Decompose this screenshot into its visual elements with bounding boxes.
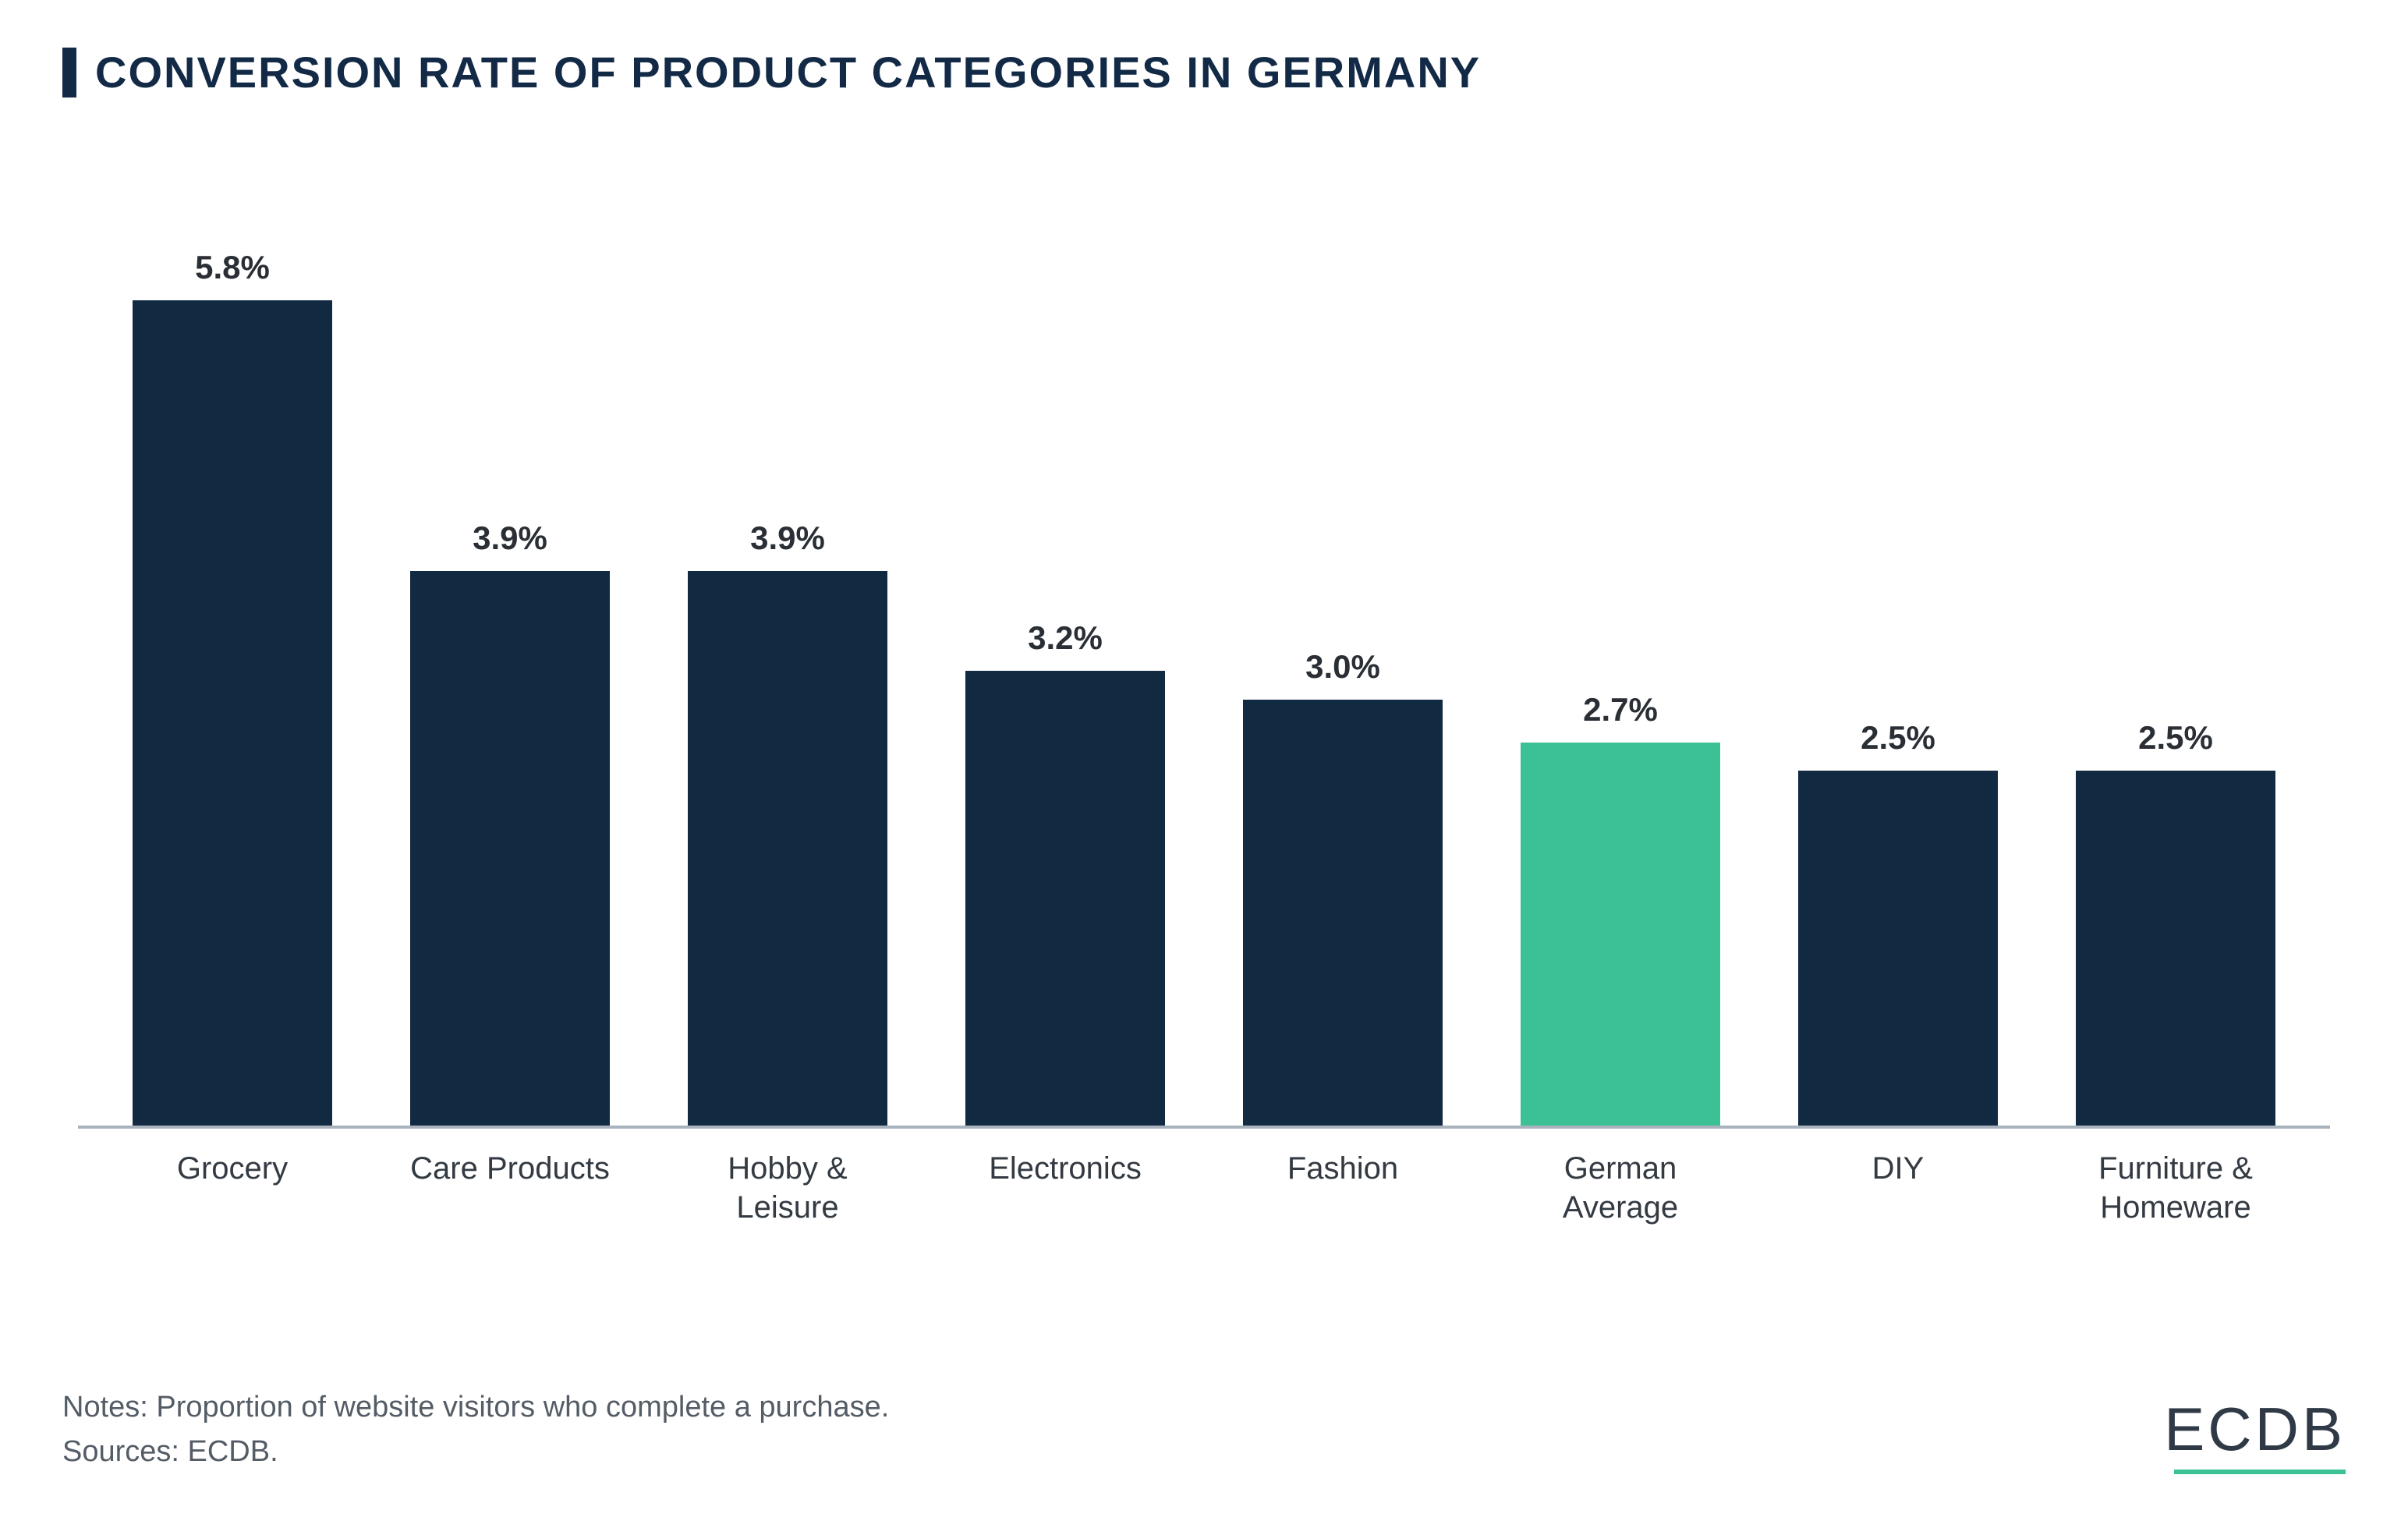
bar-value-label: 3.9% <box>473 519 547 557</box>
x-labels-row: Grocery Care Products Hobby &Leisure Ele… <box>78 1149 2330 1227</box>
x-label: Fashion <box>1204 1149 1482 1227</box>
footer-sources-line: Sources: ECDB. <box>62 1430 889 1474</box>
footer-notes-line: Notes: Proportion of website visitors wh… <box>62 1385 889 1430</box>
bar-rect <box>1798 771 1998 1127</box>
bar-value-label: 3.9% <box>750 519 825 557</box>
bar-slot: 2.7% <box>1482 191 1759 1127</box>
bar-value-label: 2.7% <box>1583 691 1658 729</box>
bar-value-label: 5.8% <box>195 249 270 286</box>
bar-rect <box>965 671 1165 1127</box>
chart-area: 5.8% 3.9% 3.9% 3.2% 3.0% 2.7% <box>78 191 2330 1127</box>
bar-value-label: 3.0% <box>1305 648 1380 686</box>
bar-slot: 2.5% <box>1759 191 2037 1127</box>
bar-rect <box>2076 771 2275 1127</box>
x-label: GermanAverage <box>1482 1149 1759 1227</box>
bar-slot: 3.9% <box>371 191 649 1127</box>
bar-value-label: 3.2% <box>1028 619 1103 657</box>
footer: Notes: Proportion of website visitors wh… <box>62 1385 2346 1474</box>
bar-rect <box>1243 700 1443 1127</box>
brand-underline <box>2174 1470 2346 1474</box>
chart-container: CONVERSION RATE OF PRODUCT CATEGORIES IN… <box>62 47 2346 1474</box>
bar-rect <box>410 571 610 1127</box>
bar-rect <box>1521 743 1720 1127</box>
bar-rect <box>688 571 887 1127</box>
bar-slot: 3.9% <box>649 191 926 1127</box>
footer-notes: Notes: Proportion of website visitors wh… <box>62 1385 889 1474</box>
bar-slot: 3.2% <box>926 191 1204 1127</box>
chart-title: CONVERSION RATE OF PRODUCT CATEGORIES IN… <box>95 47 1481 98</box>
bar-slot: 3.0% <box>1204 191 1482 1127</box>
x-label: Care Products <box>371 1149 649 1227</box>
x-label: Furniture &Homeware <box>2037 1149 2314 1227</box>
brand-logo: ECDB <box>2164 1394 2346 1474</box>
x-label: Hobby &Leisure <box>649 1149 926 1227</box>
brand-text: ECDB <box>2164 1394 2346 1465</box>
chart-baseline <box>78 1126 2330 1129</box>
title-marker <box>62 48 76 98</box>
bar-slot: 2.5% <box>2037 191 2314 1127</box>
x-label: DIY <box>1759 1149 2037 1227</box>
bar-value-label: 2.5% <box>2138 719 2213 757</box>
x-label: Electronics <box>926 1149 1204 1227</box>
bars-row: 5.8% 3.9% 3.9% 3.2% 3.0% 2.7% <box>78 191 2330 1127</box>
title-row: CONVERSION RATE OF PRODUCT CATEGORIES IN… <box>62 47 2346 98</box>
bar-value-label: 2.5% <box>1861 719 1935 757</box>
bar-slot: 5.8% <box>94 191 371 1127</box>
x-label: Grocery <box>94 1149 371 1227</box>
bar-rect <box>133 300 332 1127</box>
